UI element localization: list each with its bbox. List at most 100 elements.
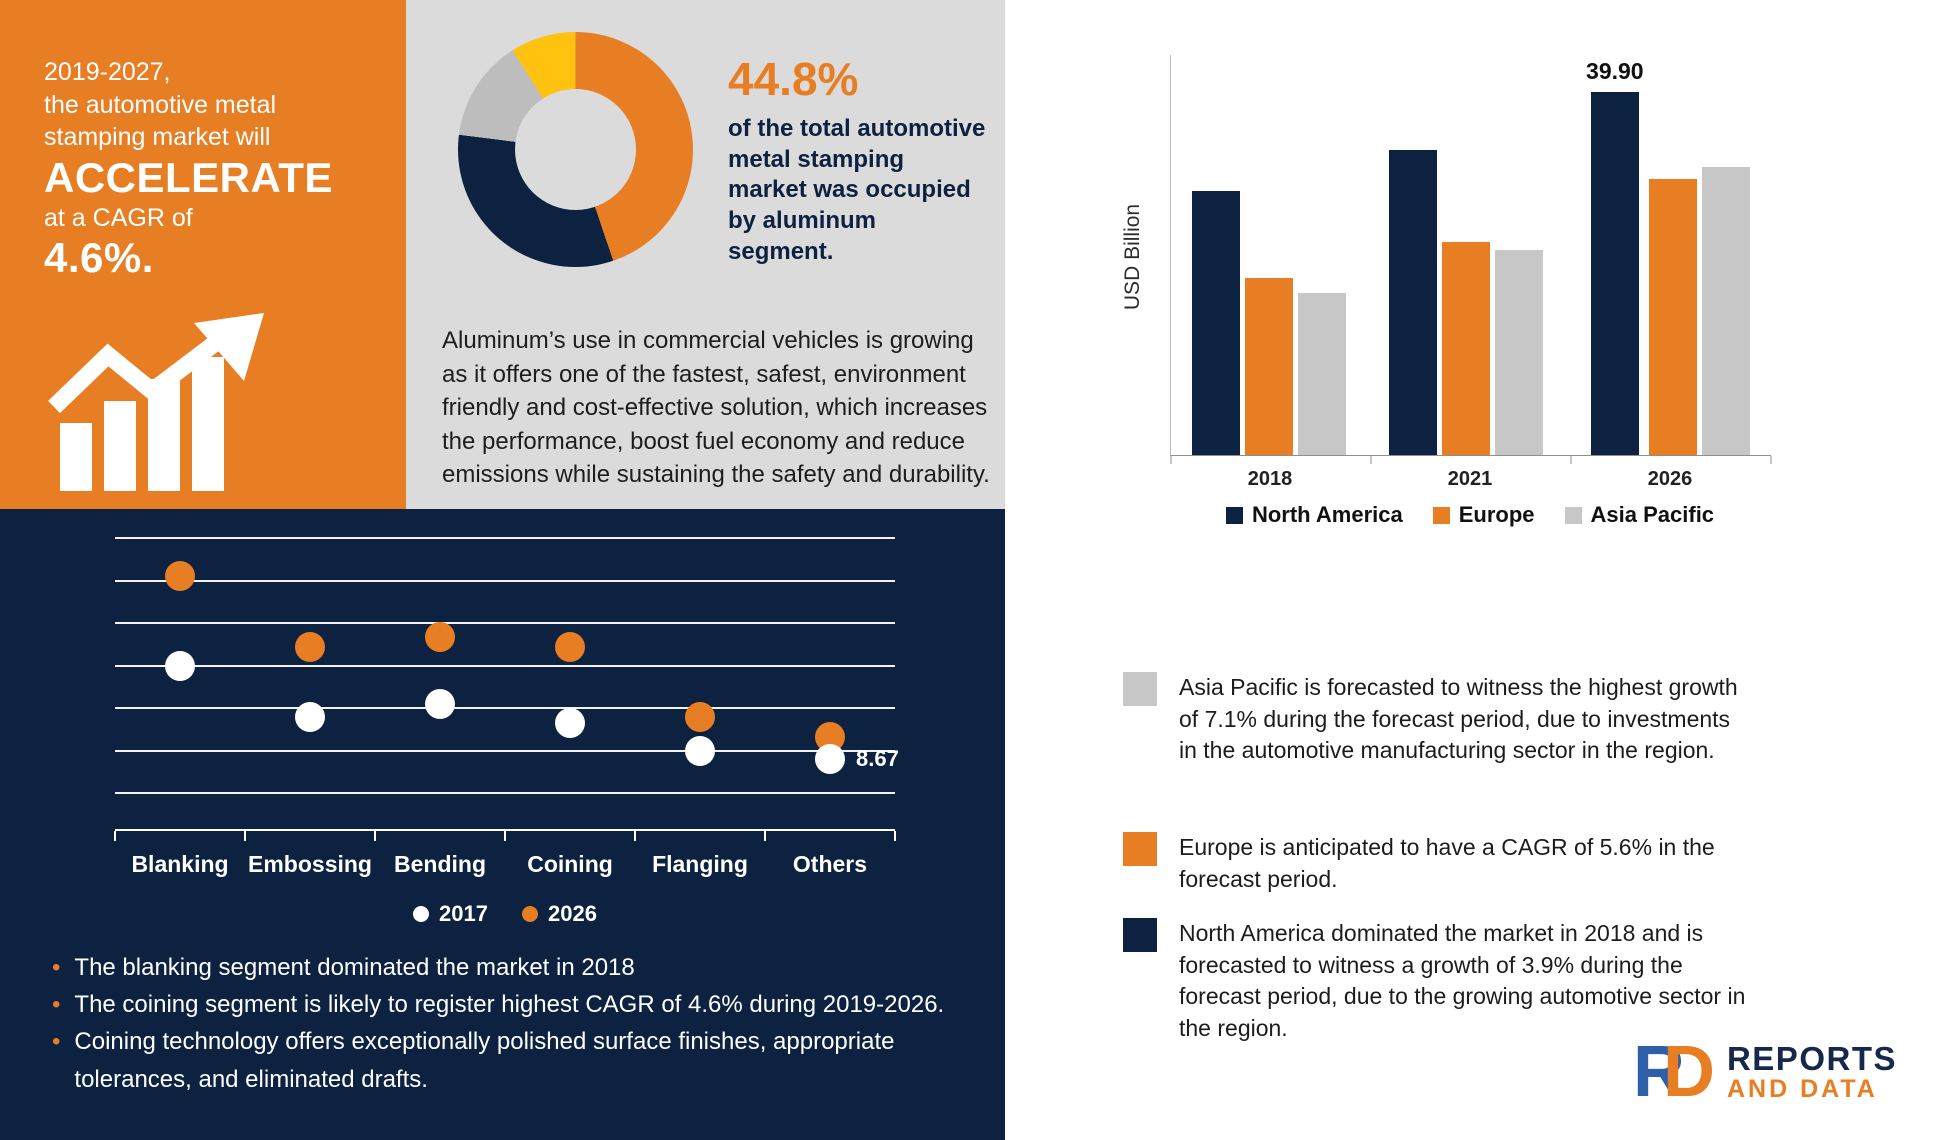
dot-2017-bending xyxy=(425,688,455,719)
x-axis-label-flanging: Flanging xyxy=(652,851,748,877)
gridline xyxy=(115,622,895,624)
bar-group-2021 xyxy=(1389,150,1544,455)
bar-wrap xyxy=(1648,179,1697,455)
axis-tick-icon xyxy=(1770,456,1772,464)
dot-2017-coining xyxy=(555,708,585,739)
promo-line: the automotive metal stamping market wil… xyxy=(44,90,277,152)
logo-text: REPORTS AND DATA xyxy=(1726,1039,1897,1104)
asia-pacific-swatch xyxy=(1123,672,1157,706)
x-axis-label-embossing: Embossing xyxy=(248,851,372,877)
legend-label: 2017 xyxy=(439,901,488,926)
logo-line1: REPORTS xyxy=(1726,1039,1897,1077)
cagr-promo-panel: 2019-2027, the automotive metal stamping… xyxy=(0,0,406,509)
axis-tick-icon xyxy=(1570,456,1572,464)
gridline xyxy=(115,707,895,709)
legend-label: Europe xyxy=(1458,502,1535,527)
bar-wrap xyxy=(1495,250,1544,455)
gridline xyxy=(115,664,895,667)
regional-bar-chart: 39.90 xyxy=(1170,55,1772,464)
bar-value-label: 39.90 xyxy=(1586,58,1644,84)
x-axis-label-others: Others xyxy=(792,851,868,877)
dot-2017-embossing xyxy=(295,702,325,733)
legend-dot-icon xyxy=(413,906,430,922)
logo-line2: AND DATA xyxy=(1726,1075,1878,1104)
axis-tick-icon xyxy=(373,831,376,841)
aluminum-stat-value: 44.8% xyxy=(728,53,859,105)
legend-dot-icon xyxy=(522,906,538,922)
gridline xyxy=(115,749,895,752)
legend-item-europe: Europe xyxy=(1432,502,1535,528)
aluminum-body-text: Aluminum’s use in commercial vehicles is… xyxy=(442,327,990,489)
bar-wrap xyxy=(1298,293,1347,455)
logo-monogram-icon: R D xyxy=(1633,1040,1715,1104)
dot-2017-flanging xyxy=(685,735,715,766)
bullet-text: The coining segment is likely to registe… xyxy=(74,991,945,1019)
bar-north-america-2026 xyxy=(1590,92,1639,455)
gridline xyxy=(115,792,895,794)
axis-tick-icon xyxy=(243,831,246,841)
aluminum-panel: 44.8% of the total automotive metal stam… xyxy=(406,0,1005,509)
dot-plot-x-axis xyxy=(114,829,896,843)
bullet-item: • Coining technology offers exceptionall… xyxy=(52,1023,972,1097)
donut-hole xyxy=(515,89,636,210)
legend-label: 2026 xyxy=(548,901,597,926)
note-europe: Europe is anticipated to have a CAGR of … xyxy=(1123,832,1783,895)
bar-north-america-2018 xyxy=(1192,191,1241,455)
svg-text:D: D xyxy=(1663,1040,1715,1104)
legend-item-2017: 2017 xyxy=(413,901,488,927)
dot-2026-embossing xyxy=(295,631,325,662)
axis-tick-icon xyxy=(894,831,896,841)
bar-group-2018 xyxy=(1192,191,1347,455)
bar-group-2026: 39.90 xyxy=(1586,58,1750,455)
technology-bullets: • The blanking segment dominated the mar… xyxy=(52,949,972,1098)
bar-asia-pacific-2021 xyxy=(1495,250,1544,455)
gridline xyxy=(115,537,895,539)
dot-plot-x-labels: Blanking Embossing Bending Coining Flanging O… xyxy=(115,851,895,878)
europe-swatch xyxy=(1123,832,1157,866)
bar-europe-2018 xyxy=(1245,278,1294,455)
bar-asia-pacific-2026 xyxy=(1701,167,1750,455)
x-axis-label-2018: 2018 xyxy=(1247,468,1293,490)
legend-swatch-icon xyxy=(1564,506,1582,524)
bar-wrap xyxy=(1701,167,1750,455)
bar-asia-pacific-2018 xyxy=(1298,293,1347,455)
bar-europe-2021 xyxy=(1442,242,1491,455)
bullet-marker-icon: • xyxy=(52,991,61,1019)
note-north-america: North America dominated the market in 20… xyxy=(1123,918,1783,1045)
bar-wrap xyxy=(1192,191,1241,455)
bar-wrap xyxy=(1245,278,1294,455)
x-axis-label-coining: Coining xyxy=(527,851,613,877)
axis-tick-icon xyxy=(764,831,766,841)
axis-tick-icon xyxy=(114,831,116,841)
dot-2026-flanging xyxy=(685,702,715,733)
axis-tick-icon xyxy=(1370,456,1372,464)
dot-value-label: 8.67 xyxy=(855,746,899,772)
dot-2017-blanking xyxy=(164,651,195,682)
bar-wrap xyxy=(1442,242,1491,455)
dot-2026-blanking xyxy=(164,561,195,592)
legend-swatch-icon xyxy=(1432,506,1450,524)
donut-chart xyxy=(458,32,693,267)
growth-arrow-icon xyxy=(48,311,362,496)
note-text: Europe is anticipated to have a CAGR of … xyxy=(1179,834,1715,892)
promo-cagr-prefix: at a CAGR of xyxy=(44,203,193,232)
bar-chart-legend: North America Europe Asia Pacific xyxy=(1130,502,1810,528)
bullet-marker-icon: • xyxy=(52,1028,61,1056)
bullet-item: • The coining segment is likely to regis… xyxy=(52,986,972,1023)
bullet-text: The blanking segment dominated the marke… xyxy=(74,954,635,981)
technology-panel: 8.67 Blanking Embossing Bending Coining Flan… xyxy=(0,509,1005,1140)
legend-item-north-america: North America xyxy=(1225,502,1403,528)
axis-tick-icon xyxy=(633,831,636,841)
bullet-text: Coining technology offers exceptionally … xyxy=(74,1028,895,1093)
promo-accelerate: ACCELERATE xyxy=(44,153,333,201)
legend-item-2026: 2026 xyxy=(522,901,597,927)
promo-period: 2019-2027, xyxy=(44,58,171,86)
bar-chart-x-labels: 2018 2021 2026 xyxy=(1170,468,1770,491)
dot-2026-coining xyxy=(555,631,585,662)
legend-item-asia-pacific: Asia Pacific xyxy=(1564,502,1715,528)
bar-europe-2026 xyxy=(1648,179,1697,455)
note-text: Asia Pacific is forecasted to witness th… xyxy=(1179,674,1738,764)
legend-label: Asia Pacific xyxy=(1590,502,1715,527)
x-axis-label-2021: 2021 xyxy=(1447,468,1493,490)
regional-panel: USD Billion 39.90 2018 2021 2026 North Ame… xyxy=(1005,0,1945,1140)
